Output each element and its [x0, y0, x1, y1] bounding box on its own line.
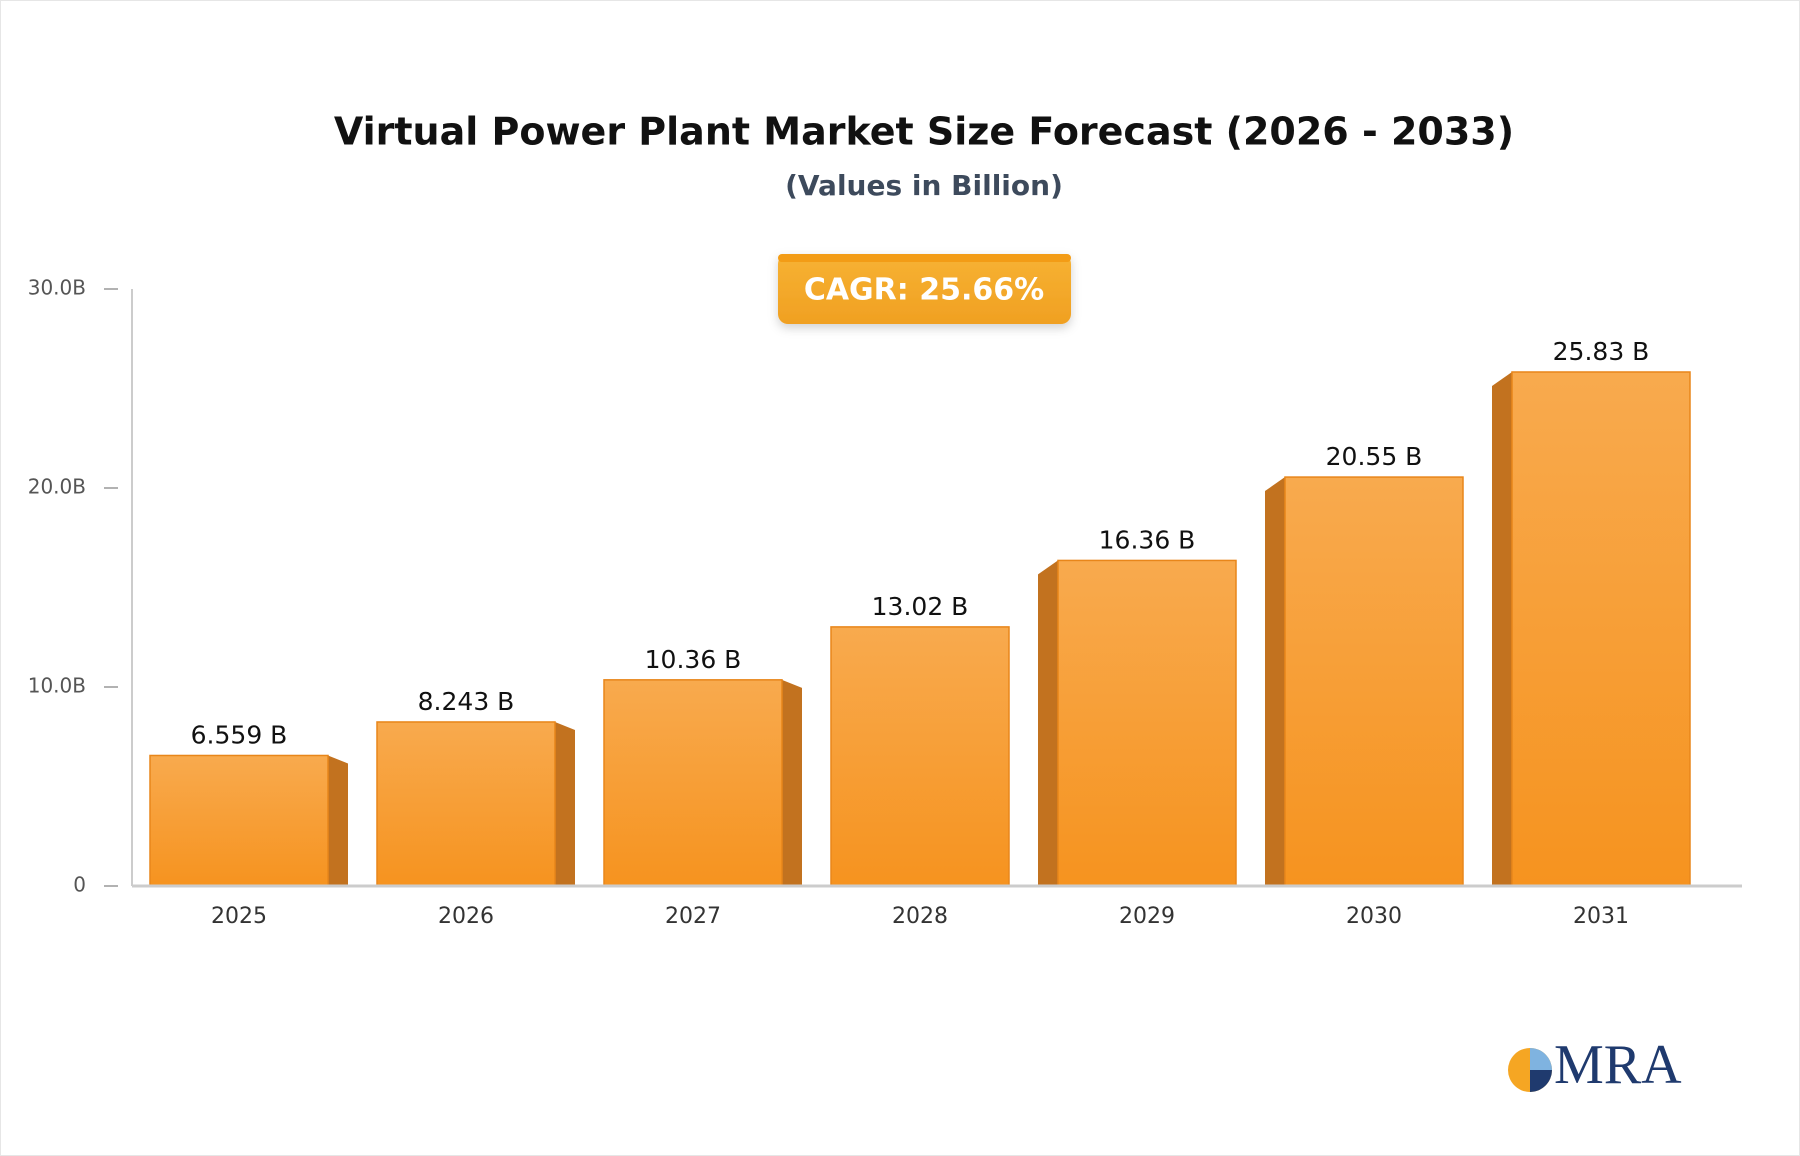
- badge-top: [778, 254, 1071, 262]
- x-tick-label: 2030: [1346, 904, 1402, 929]
- logo: MRA: [1508, 1034, 1682, 1096]
- logo-slice: [1530, 1070, 1552, 1092]
- x-tick-label: 2028: [892, 904, 948, 929]
- value-label: 6.559 B: [191, 720, 288, 749]
- value-label: 20.55 B: [1326, 442, 1423, 471]
- chart-subtitle: (Values in Billion): [785, 169, 1063, 202]
- y-tick-label: 30.0B: [28, 276, 86, 300]
- value-label: 10.36 B: [645, 645, 742, 674]
- bar-side: [555, 721, 575, 886]
- x-tick-label: 2025: [211, 904, 267, 929]
- x-tick-label: 2026: [438, 904, 494, 929]
- bar-side: [1038, 560, 1058, 886]
- value-label: 25.83 B: [1553, 337, 1650, 366]
- bar: [1284, 476, 1464, 887]
- logo-text: MRA: [1554, 1034, 1682, 1096]
- bar-side: [1265, 477, 1285, 886]
- bar: [149, 754, 329, 887]
- value-label: 13.02 B: [872, 592, 969, 621]
- badge-box: [778, 254, 1071, 324]
- value-label: 8.243 B: [418, 687, 515, 716]
- chart-title: Virtual Power Plant Market Size Forecast…: [334, 110, 1514, 154]
- bar-side: [1492, 371, 1512, 886]
- y-tick-label: 10.0B: [28, 674, 86, 698]
- x-tick-label: 2029: [1119, 904, 1175, 929]
- value-label: 16.36 B: [1099, 525, 1196, 554]
- bar-side: [782, 679, 802, 886]
- bar: [1057, 559, 1237, 887]
- logo-slice: [1530, 1048, 1552, 1070]
- bar: [376, 721, 556, 887]
- bar-side: [328, 755, 348, 886]
- y-tick-label: 20.0B: [28, 475, 86, 499]
- x-tick-label: 2031: [1573, 904, 1629, 929]
- x-tick-label: 2027: [665, 904, 721, 929]
- bar: [830, 626, 1010, 887]
- y-tick-label: 0: [73, 873, 86, 897]
- annotation: CAGR: 25.66%: [804, 273, 1044, 308]
- bar: [603, 679, 783, 887]
- cagr-badge: [778, 254, 1071, 324]
- bar: [1511, 371, 1691, 887]
